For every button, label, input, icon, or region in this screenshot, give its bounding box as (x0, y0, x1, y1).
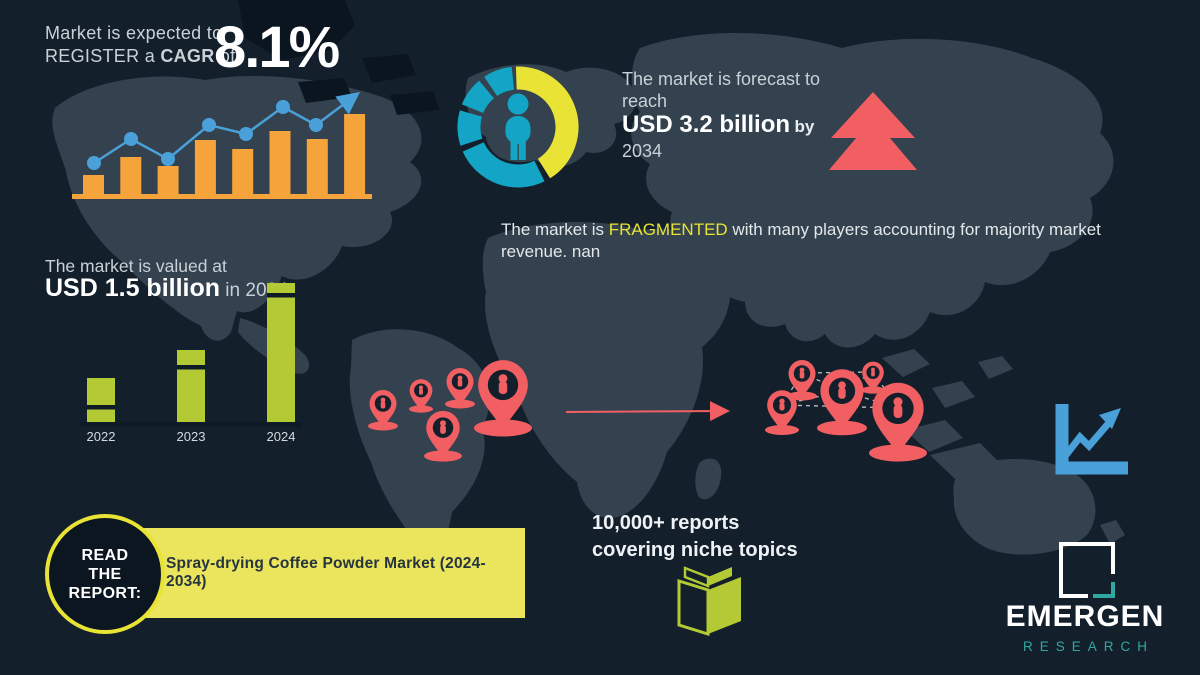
data-point (276, 100, 290, 114)
fragmented-highlight: FRAGMENTED (608, 220, 728, 239)
forecast-block: The market is forecast to reach USD 3.2 … (622, 68, 820, 162)
bar-notch (87, 405, 115, 410)
data-point (309, 118, 323, 132)
person-leg (518, 136, 526, 160)
arctic-islands (238, 0, 440, 115)
bar (344, 114, 366, 194)
year-label: 2022 (87, 429, 116, 444)
bar (269, 131, 291, 194)
reports-count: 10,000+ reports (592, 512, 740, 534)
line-chart-icon (1055, 404, 1128, 475)
bar (83, 175, 104, 194)
x-axis (80, 422, 302, 427)
person-torso (505, 116, 531, 144)
valuation-value-line: USD 1.5 billion in 2024 (45, 274, 288, 302)
bar (306, 139, 328, 194)
bar (87, 378, 115, 422)
report-word: REPORT: (68, 584, 142, 602)
year-label: 2024 (267, 429, 296, 444)
bar (157, 166, 179, 194)
person-head (507, 93, 529, 115)
cagr-line1: Market is expected to (45, 23, 223, 43)
fragmentation-statement: The market is FRAGMENTED with many playe… (501, 220, 1101, 261)
data-point (239, 127, 253, 141)
bar-notch (267, 293, 295, 298)
forecast-value-line: USD 3.2 billion by (622, 111, 815, 138)
valuation-line1: The market is valued at (45, 256, 227, 276)
market-share-donut (457, 66, 579, 188)
forecast-value: USD 3.2 billion (622, 111, 791, 138)
data-point (161, 152, 175, 166)
forecast-line1: The market is forecast to (622, 69, 821, 89)
donut-segment (457, 110, 483, 146)
cagr-line2: REGISTER a CAGR of (45, 46, 236, 66)
x-axis (72, 194, 372, 199)
bar (194, 140, 216, 194)
data-point (87, 156, 101, 170)
bar (267, 283, 295, 422)
read-report-circle[interactable]: READ THE REPORT: (45, 514, 165, 634)
report-title-banner[interactable]: Spray-drying Coffee Powder Market (2024-… (142, 528, 525, 618)
bar-notch (177, 365, 205, 370)
bar (177, 350, 205, 422)
open-book-icon (677, 566, 741, 637)
double-up-arrow-icon (829, 92, 917, 170)
continents (52, 32, 1125, 572)
cagr-bold-word: CAGR (160, 46, 215, 66)
valuation-value: USD 1.5 billion (45, 274, 221, 302)
bar (232, 149, 254, 194)
emergen-logo: EMERGEN RESEARCH (1000, 538, 1170, 654)
valuation-block: The market is valued at USD 1.5 billion … (45, 255, 288, 303)
forecast-line2: reach (622, 91, 668, 111)
valuation-chart: 2022 2023 2024 (80, 283, 302, 444)
logo-title: EMERGEN (1005, 600, 1165, 633)
year-label: 2023 (177, 429, 206, 444)
cagr-value: 8.1% (214, 15, 340, 80)
forecast-year: 2034 (622, 141, 663, 161)
the-word: THE (88, 565, 122, 583)
donut-segment (484, 66, 515, 97)
donut-segment (515, 66, 579, 179)
donut-segment (462, 141, 545, 188)
data-point (202, 118, 216, 132)
donut-segment (461, 80, 495, 114)
read-word: READ (81, 546, 129, 564)
report-title: Spray-drying Coffee Powder Market (2024-… (166, 555, 486, 590)
reports-count-block: 10,000+ reports covering niche topics (592, 510, 798, 564)
cagr-trend-chart (72, 92, 372, 199)
emergen-logo-mark (1059, 542, 1115, 598)
bar (120, 157, 142, 194)
person-leg (510, 136, 518, 160)
reports-subject: covering niche topics (592, 539, 798, 561)
data-point (124, 132, 138, 146)
logo-subtitle: RESEARCH (1022, 639, 1154, 654)
cagr-headline: Market is expected to REGISTER a CAGR of (45, 22, 235, 68)
